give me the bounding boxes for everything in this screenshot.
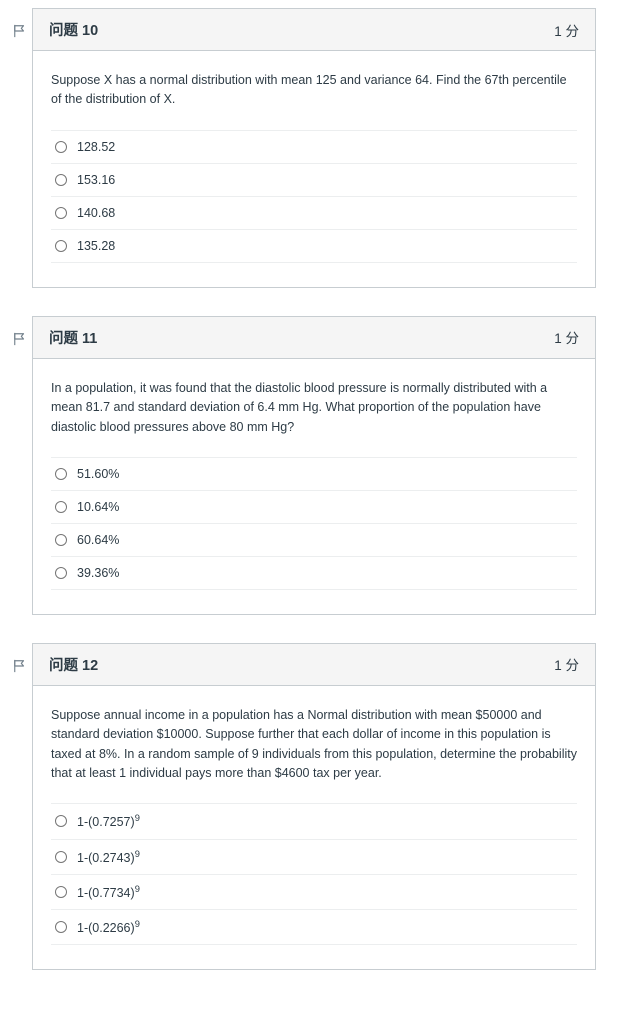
option-label: 153.16 bbox=[77, 173, 115, 187]
option[interactable]: 51.60% bbox=[51, 458, 577, 491]
flag-icon[interactable] bbox=[13, 332, 27, 346]
question-header: 问题 10 1 分 bbox=[33, 9, 595, 51]
question-box: 问题 12 1 分 Suppose annual income in a pop… bbox=[32, 643, 596, 970]
option-radio[interactable] bbox=[55, 207, 67, 219]
option[interactable]: 1-(0.2743)9 bbox=[51, 840, 577, 875]
question-title: 问题 11 bbox=[49, 327, 97, 348]
flag-column bbox=[8, 643, 32, 673]
question-text: In a population, it was found that the d… bbox=[51, 379, 577, 437]
options-list: 51.60% 10.64% 60.64% 39.36% bbox=[51, 457, 577, 590]
option-label: 135.28 bbox=[77, 239, 115, 253]
question-text: Suppose annual income in a population ha… bbox=[51, 706, 577, 784]
question-points: 1 分 bbox=[554, 20, 579, 40]
option-radio[interactable] bbox=[55, 141, 67, 153]
option-radio[interactable] bbox=[55, 815, 67, 827]
option-label: 1-(0.2266)9 bbox=[77, 919, 140, 935]
option[interactable]: 135.28 bbox=[51, 230, 577, 263]
option-label: 128.52 bbox=[77, 140, 115, 154]
option-radio[interactable] bbox=[55, 174, 67, 186]
option[interactable]: 1-(0.7734)9 bbox=[51, 875, 577, 910]
question-body: Suppose annual income in a population ha… bbox=[33, 686, 595, 969]
option-radio[interactable] bbox=[55, 534, 67, 546]
option[interactable]: 39.36% bbox=[51, 557, 577, 590]
option[interactable]: 153.16 bbox=[51, 164, 577, 197]
question-box: 问题 11 1 分 In a population, it was found … bbox=[32, 316, 596, 615]
option-label: 39.36% bbox=[77, 566, 119, 580]
option[interactable]: 10.64% bbox=[51, 491, 577, 524]
question-body: In a population, it was found that the d… bbox=[33, 359, 595, 614]
question-box: 问题 10 1 分 Suppose X has a normal distrib… bbox=[32, 8, 596, 288]
question-text: Suppose X has a normal distribution with… bbox=[51, 71, 577, 110]
option-label: 60.64% bbox=[77, 533, 119, 547]
options-list: 128.52 153.16 140.68 135.28 bbox=[51, 130, 577, 263]
option-label: 1-(0.2743)9 bbox=[77, 849, 140, 865]
flag-column bbox=[8, 8, 32, 38]
question-body: Suppose X has a normal distribution with… bbox=[33, 51, 595, 287]
option-radio[interactable] bbox=[55, 886, 67, 898]
option-radio[interactable] bbox=[55, 567, 67, 579]
option-label: 140.68 bbox=[77, 206, 115, 220]
question-block: 问题 10 1 分 Suppose X has a normal distrib… bbox=[8, 8, 596, 288]
question-points: 1 分 bbox=[554, 654, 579, 674]
flag-icon[interactable] bbox=[13, 659, 27, 673]
question-header: 问题 11 1 分 bbox=[33, 317, 595, 359]
option-radio[interactable] bbox=[55, 851, 67, 863]
options-list: 1-(0.7257)9 1-(0.2743)9 1-(0.7734)9 1-(0… bbox=[51, 803, 577, 945]
option-label: 1-(0.7734)9 bbox=[77, 884, 140, 900]
question-block: 问题 12 1 分 Suppose annual income in a pop… bbox=[8, 643, 596, 970]
option-radio[interactable] bbox=[55, 921, 67, 933]
question-points: 1 分 bbox=[554, 327, 579, 347]
flag-column bbox=[8, 316, 32, 346]
option-label: 51.60% bbox=[77, 467, 119, 481]
option[interactable]: 1-(0.2266)9 bbox=[51, 910, 577, 945]
flag-icon[interactable] bbox=[13, 24, 27, 38]
option[interactable]: 1-(0.7257)9 bbox=[51, 804, 577, 839]
option-radio[interactable] bbox=[55, 501, 67, 513]
question-header: 问题 12 1 分 bbox=[33, 644, 595, 686]
question-block: 问题 11 1 分 In a population, it was found … bbox=[8, 316, 596, 615]
question-title: 问题 10 bbox=[49, 19, 98, 40]
option[interactable]: 60.64% bbox=[51, 524, 577, 557]
option[interactable]: 140.68 bbox=[51, 197, 577, 230]
option-label: 1-(0.7257)9 bbox=[77, 813, 140, 829]
question-title: 问题 12 bbox=[49, 654, 98, 675]
option-radio[interactable] bbox=[55, 240, 67, 252]
option-label: 10.64% bbox=[77, 500, 119, 514]
option[interactable]: 128.52 bbox=[51, 131, 577, 164]
option-radio[interactable] bbox=[55, 468, 67, 480]
